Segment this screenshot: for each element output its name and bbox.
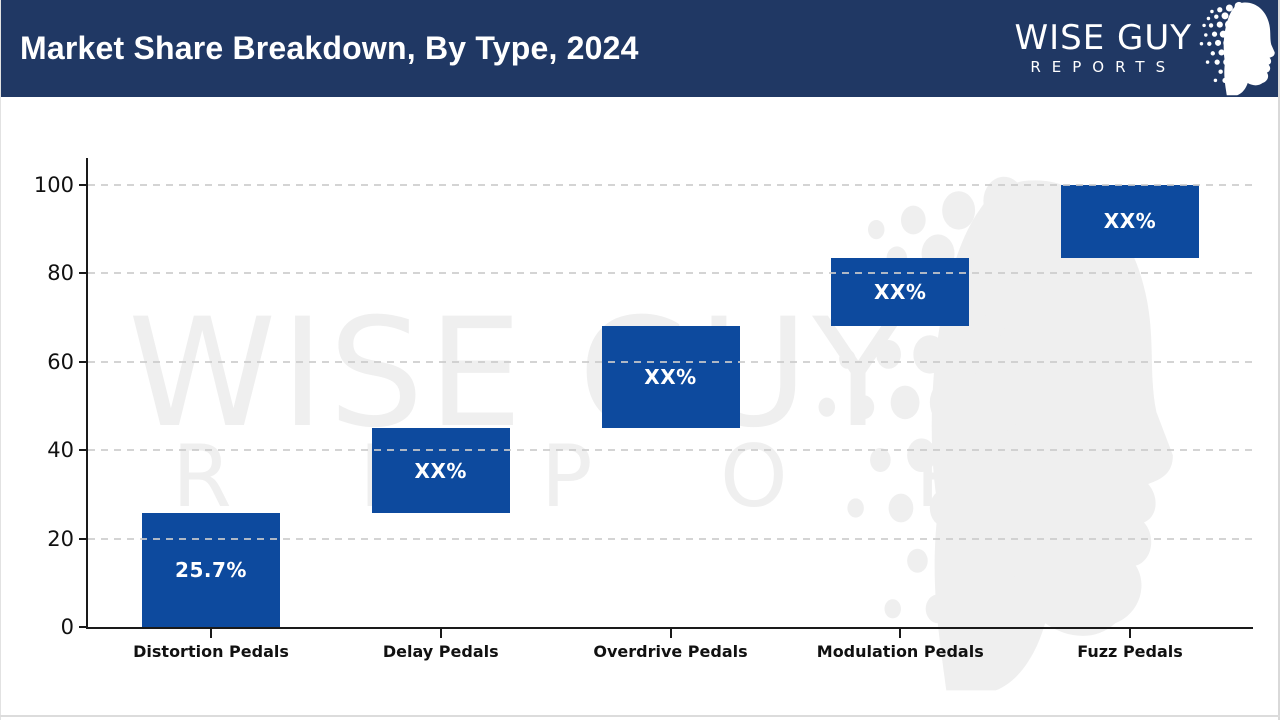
frame-edge-right <box>1278 0 1280 720</box>
bar-value-label: XX% <box>414 458 467 483</box>
y-tick-mark-0 <box>79 626 88 628</box>
bar-overdrive-pedals: XX% <box>601 326 740 428</box>
bar-value-label: XX% <box>874 279 927 304</box>
bar-modulation-pedals: XX% <box>831 257 970 327</box>
x-category-label-0: Distortion Pedals <box>133 642 289 661</box>
y-tick-mark-80 <box>79 272 88 275</box>
x-category-label-1: Delay Pedals <box>382 642 499 661</box>
y-tick-mark-40 <box>79 449 88 452</box>
x-category-label-4: Fuzz Pedals <box>1077 642 1183 661</box>
gridline-60 <box>88 360 1253 363</box>
page-title: Market Share Breakdown, By Type, 2024 <box>20 30 639 66</box>
x-axis <box>86 627 1253 629</box>
wiseguy-logo-line2: REPORTS <box>1030 57 1177 76</box>
x-tick-mark-1 <box>439 629 442 638</box>
bar-distortion-pedals: 25.7% <box>142 513 280 627</box>
gridline-40 <box>88 449 1253 452</box>
y-tick-mark-100 <box>79 183 88 186</box>
y-tick-label-0: 0 <box>60 615 74 639</box>
y-tick-mark-60 <box>79 360 88 363</box>
y-tick-label-60: 60 <box>47 349 74 374</box>
bar-value-label: XX% <box>644 365 697 390</box>
bar-delay-pedals: XX% <box>371 427 510 514</box>
x-category-label-2: Overdrive Pedals <box>593 642 748 661</box>
y-tick-label-20: 20 <box>47 526 74 551</box>
chart-area: WISE GUY R E P O R T S 0 20 40 60 80 100 25.7%… <box>0 97 1280 717</box>
frame-edge-bottom <box>0 715 1280 717</box>
wiseguy-logo: WISE GUY REPORTS <box>1014 1 1278 97</box>
bar-fuzz-pedals: XX% <box>1061 184 1199 258</box>
x-tick-mark-3 <box>899 629 902 638</box>
frame-edge-left <box>0 0 1 720</box>
y-axis <box>86 157 88 629</box>
x-tick-mark-0 <box>210 629 212 638</box>
y-tick-label-40: 40 <box>47 438 74 463</box>
y-tick-mark-20 <box>79 537 88 540</box>
wiseguy-head-icon <box>1186 1 1278 97</box>
gridline-80 <box>88 272 1253 275</box>
bar-value-label: XX% <box>1103 209 1157 234</box>
x-tick-mark-4 <box>1129 629 1131 638</box>
wiseguy-logo-line1: WISE GUY <box>1014 18 1192 59</box>
gridline-100 <box>88 183 1253 186</box>
y-tick-label-100: 100 <box>33 172 74 197</box>
header: Market Share Breakdown, By Type, 2024 WI… <box>0 0 1280 97</box>
y-tick-label-80: 80 <box>47 261 74 286</box>
x-category-label-3: Modulation Pedals <box>816 642 984 661</box>
x-tick-mark-2 <box>669 629 672 638</box>
wiseguy-logo-text: WISE GUY REPORTS <box>1014 18 1192 76</box>
watermark-text-wiseguy: WISE GUY <box>128 287 908 461</box>
bar-value-label: 25.7% <box>175 558 247 583</box>
gridline-20 <box>88 537 1253 540</box>
